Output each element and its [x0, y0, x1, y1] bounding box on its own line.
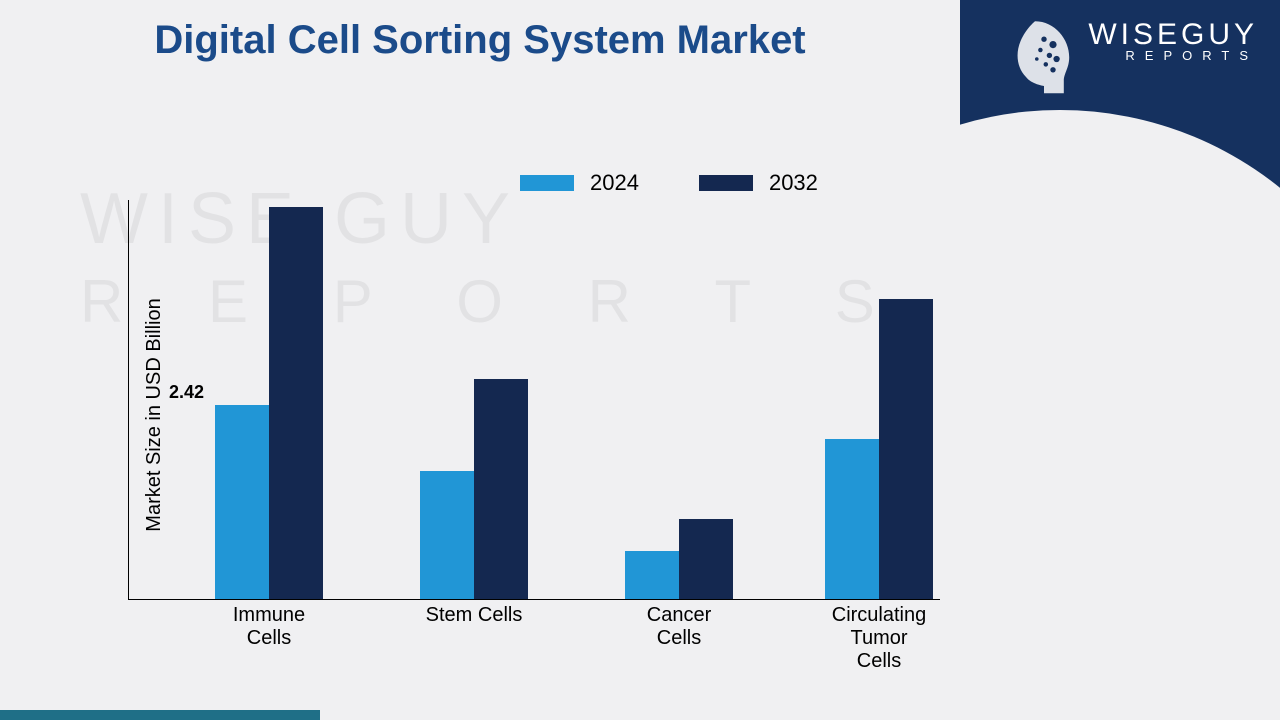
brand-line1: WISEGUY [1088, 18, 1258, 52]
bar-chart: Market Size in USD Billion ImmuneCellsSt… [100, 200, 940, 630]
plot-area: ImmuneCellsStem CellsCancerCellsCirculat… [128, 200, 940, 600]
bar-group [799, 299, 959, 599]
legend-label: 2032 [769, 170, 818, 196]
category-label: Stem Cells [394, 604, 554, 627]
bar-group [189, 207, 349, 599]
legend: 2024 2032 [520, 170, 818, 196]
bar-2024 [825, 439, 879, 599]
category-label: CancerCells [599, 604, 759, 650]
category-label: ImmuneCells [189, 604, 349, 650]
bar-2032 [879, 299, 933, 599]
brand-logo: WISEGUY REPORTS [1088, 18, 1258, 63]
legend-label: 2024 [590, 170, 639, 196]
legend-swatch [520, 175, 574, 191]
bar-2024 [215, 405, 269, 599]
category-label: CirculatingTumorCells [799, 604, 959, 673]
bar-2032 [679, 519, 733, 599]
bar-group [599, 519, 759, 599]
bottom-strip [0, 710, 320, 720]
legend-item: 2032 [699, 170, 818, 196]
bar-2032 [474, 379, 528, 599]
brand-head-icon [990, 14, 1080, 104]
value-label: 2.42 [169, 382, 204, 403]
bar-group [394, 379, 554, 599]
chart-title: Digital Cell Sorting System Market [0, 18, 960, 63]
legend-swatch [699, 175, 753, 191]
legend-item: 2024 [520, 170, 639, 196]
bar-2024 [625, 551, 679, 599]
bar-2032 [269, 207, 323, 599]
bar-2024 [420, 471, 474, 599]
